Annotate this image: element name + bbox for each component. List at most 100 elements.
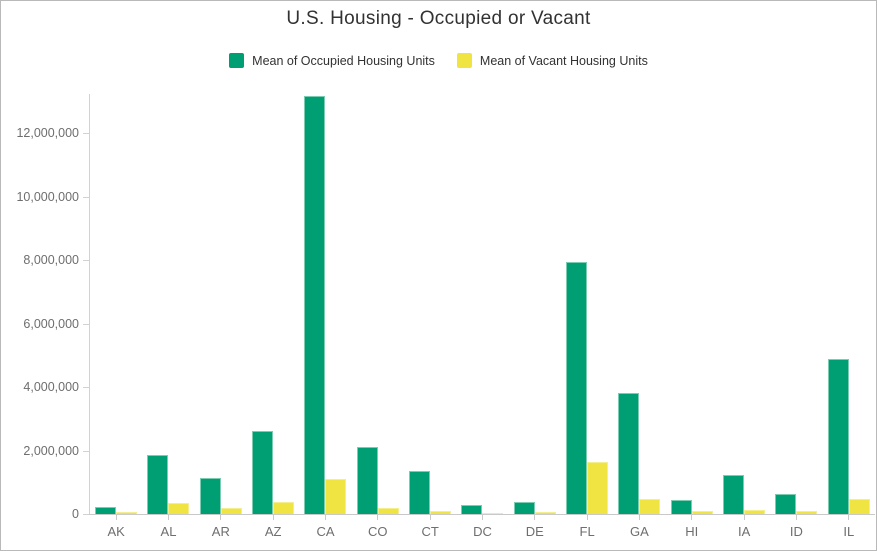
x-axis-tick	[795, 515, 797, 520]
bar-vacant-al[interactable]	[168, 503, 190, 514]
x-axis-label-al: AL	[160, 524, 177, 539]
bar-occupied-hi[interactable]	[670, 500, 692, 514]
x-axis-tick-cell	[770, 515, 822, 520]
occupied-series-swatch-icon	[229, 53, 245, 68]
y-axis-tick-label: 2,000,000	[23, 443, 79, 458]
bar-occupied-ct[interactable]	[409, 471, 431, 514]
x-axis-tick-cell	[823, 515, 875, 520]
y-axis-tick	[83, 514, 89, 515]
bar-group-id	[770, 95, 822, 514]
x-axis-tick	[481, 515, 483, 520]
x-axis-tick	[743, 515, 745, 520]
x-axis-tick	[429, 515, 431, 520]
y-axis-tick-label: 0	[72, 507, 79, 521]
bar-occupied-ak[interactable]	[95, 507, 117, 514]
bar-occupied-ar[interactable]	[199, 478, 221, 514]
x-axis-label-dc: DC	[473, 524, 492, 539]
vacant-series-swatch-icon	[456, 53, 472, 68]
chart-title: U.S. Housing - Occupied or Vacant	[286, 8, 591, 29]
legend-item-occupied[interactable]: Mean of Occupied Housing Units	[229, 53, 435, 68]
bar-occupied-al[interactable]	[147, 455, 169, 514]
x-axis-ticks	[90, 515, 875, 520]
x-axis-tick	[220, 515, 222, 520]
bar-vacant-ar[interactable]	[220, 508, 242, 514]
bar-occupied-ca[interactable]	[304, 96, 326, 514]
bar-group-co	[352, 95, 404, 514]
x-axis-label-id: ID	[789, 524, 803, 539]
y-axis-tick-label: 4,000,000	[23, 380, 79, 394]
legend: Mean of Occupied Housing Units Mean of V…	[1, 53, 876, 68]
bar-vacant-ak[interactable]	[116, 512, 138, 514]
x-axis-tick	[586, 515, 588, 520]
x-axis-tick-cell	[666, 515, 718, 520]
legend-label-occupied: Mean of Occupied Housing Units	[252, 53, 435, 68]
y-axis-tick-label: 10,000,000	[16, 189, 79, 204]
x-axis-tick	[377, 515, 379, 520]
bar-occupied-il[interactable]	[827, 359, 849, 514]
x-axis-tick-cell	[561, 515, 613, 520]
x-axis-label-az: AZ	[264, 524, 282, 539]
x-axis-tick-cell	[195, 515, 247, 520]
x-axis-label-ga: GA	[630, 524, 649, 539]
bar-vacant-ga[interactable]	[639, 499, 661, 514]
bar-vacant-ca[interactable]	[325, 479, 347, 514]
bar-vacant-fl[interactable]	[587, 462, 609, 514]
bar-vacant-co[interactable]	[377, 508, 399, 514]
y-axis-tick-label: 6,000,000	[23, 316, 79, 331]
x-axis-label-ar: AR	[211, 524, 230, 539]
x-axis-label-ak: AK	[107, 524, 125, 539]
x-axis-tick	[272, 515, 274, 520]
bar-group-ga	[613, 95, 665, 514]
legend-item-vacant[interactable]: Mean of Vacant Housing Units	[456, 53, 648, 68]
bar-group-ak	[90, 95, 142, 514]
bar-occupied-ia[interactable]	[723, 475, 745, 514]
y-axis-tick-label: 8,000,000	[23, 253, 79, 267]
bar-group-az	[247, 95, 299, 514]
y-axis-tick	[83, 196, 89, 198]
y-axis-tick	[83, 450, 89, 452]
x-axis-tick-cell	[299, 515, 351, 520]
bar-occupied-dc[interactable]	[461, 505, 483, 514]
y-axis-tick	[83, 133, 89, 134]
x-axis-tick	[638, 515, 640, 520]
bar-vacant-de[interactable]	[534, 512, 556, 514]
bar-group-de	[509, 95, 561, 514]
x-axis-label-fl: FL	[579, 524, 595, 539]
bar-vacant-az[interactable]	[273, 502, 295, 514]
bar-group-ct	[404, 95, 456, 514]
bar-group-il	[823, 95, 875, 514]
x-axis-tick	[115, 515, 117, 520]
x-axis-tick-cell	[456, 515, 508, 520]
bar-occupied-id[interactable]	[775, 494, 797, 514]
bar-vacant-dc[interactable]	[482, 513, 504, 514]
x-axis-tick	[848, 515, 850, 520]
bar-vacant-id[interactable]	[796, 511, 818, 514]
y-axis-tick	[83, 260, 89, 261]
x-axis-label-ca: CA	[316, 524, 335, 539]
bar-vacant-ia[interactable]	[744, 510, 766, 514]
legend-label-vacant: Mean of Vacant Housing Units	[479, 53, 648, 68]
bar-occupied-de[interactable]	[513, 502, 535, 514]
y-axis-tick	[83, 323, 89, 325]
bar-occupied-fl[interactable]	[566, 262, 588, 514]
x-axis-label-il: IL	[843, 524, 855, 539]
x-axis-tick	[167, 515, 169, 520]
bar-vacant-ct[interactable]	[430, 511, 452, 514]
bar-group-al	[142, 95, 194, 514]
bar-occupied-az[interactable]	[252, 431, 274, 514]
x-axis-label-co: CO	[368, 524, 388, 539]
bar-occupied-co[interactable]	[356, 447, 378, 514]
bar-occupied-ga[interactable]	[618, 393, 640, 514]
x-axis-tick	[324, 515, 326, 520]
bar-group-ar	[195, 95, 247, 514]
x-axis-tick-cell	[404, 515, 456, 520]
bar-group-ia	[718, 95, 770, 514]
x-axis-tick	[691, 515, 693, 520]
x-axis-tick-cell	[90, 515, 142, 520]
x-axis-tick-cell	[613, 515, 665, 520]
bar-vacant-hi[interactable]	[691, 511, 713, 514]
x-axis-tick	[534, 515, 536, 520]
bar-vacant-il[interactable]	[848, 499, 870, 514]
